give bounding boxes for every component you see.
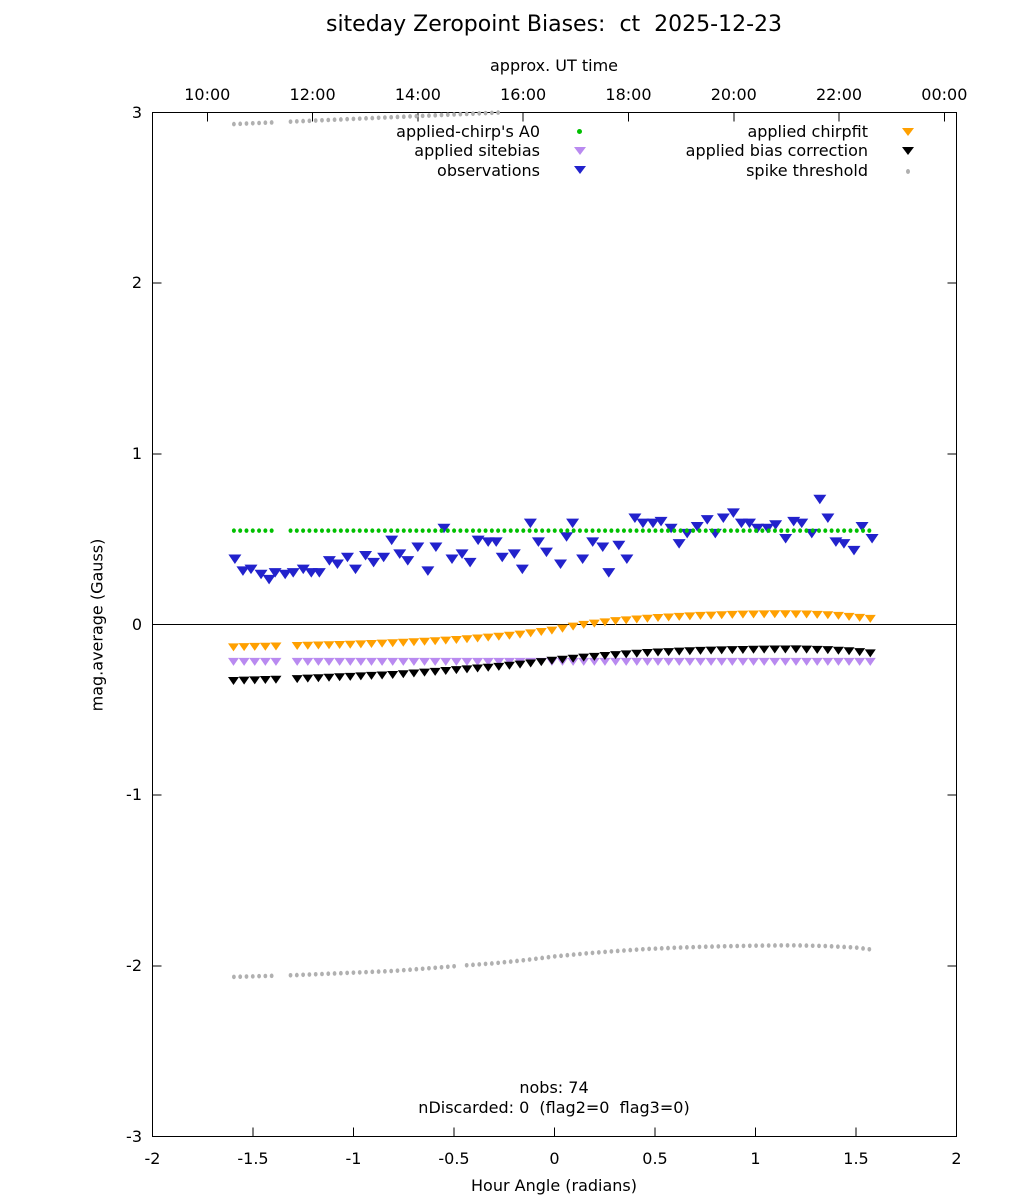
left-tick-label: -3 (126, 1126, 142, 1146)
left-tick-label: 1 (131, 443, 142, 463)
left-tick-label: -1 (126, 785, 142, 805)
legend-bias-correction-triangle-icon (902, 147, 914, 155)
top-tick-label: 10:00 (184, 85, 231, 104)
x-axis-label: Hour Angle (radians) (471, 1176, 637, 1195)
series-spike-threshold (232, 110, 872, 980)
left-axis-ticks (152, 112, 957, 1137)
legend-chirpfit-triangle-icon (902, 128, 914, 136)
bottom-tick-label: 1.5 (843, 1149, 869, 1168)
top-tick-label: 16:00 (500, 85, 547, 104)
bottom-tick-label: -2 (144, 1149, 161, 1168)
series-applied-chirp-a0 (231, 528, 872, 533)
left-tick-label: 2 (131, 273, 142, 293)
bottom-tick-label: 2 (951, 1149, 962, 1168)
top-axis-label: approx. UT time (490, 56, 618, 75)
legend-a0-dot-icon (577, 129, 582, 134)
ndiscarded-annotation: nDiscarded: 0 (flag2=0 flag3=0) (418, 1098, 690, 1117)
legend-label-observations: observations (437, 161, 540, 180)
series-applied-chirpfit (228, 610, 876, 652)
top-tick-label: 20:00 (710, 85, 757, 104)
legend-label-applied-bias-correction: applied bias correction (685, 141, 868, 160)
bottom-tick-label: 0.5 (642, 1149, 668, 1168)
bottom-tick-label: 0 (549, 1149, 560, 1168)
bottom-axis-ticks (152, 1127, 957, 1137)
legend-spike-threshold-dot-icon (906, 169, 910, 174)
legend-label-applied-chirp-a0: applied-chirp's A0 (396, 122, 540, 141)
series-applied-bias-correction (228, 645, 876, 685)
legend-label-spike-threshold: spike threshold (746, 161, 868, 180)
bottom-tick-label: -1.5 (237, 1149, 269, 1168)
left-tick-label: 0 (131, 614, 142, 634)
left-tick-label: -2 (126, 955, 142, 975)
legend-sitebias-triangle-icon (574, 147, 586, 155)
top-tick-label: 12:00 (289, 85, 336, 104)
top-axis-ticks (206, 112, 945, 122)
bottom-tick-label: -1 (345, 1149, 362, 1168)
bottom-tick-label: 1 (750, 1149, 761, 1168)
top-tick-label: 22:00 (815, 85, 863, 104)
legend-label-applied-sitebias: applied sitebias (414, 141, 540, 160)
top-tick-label: 18:00 (605, 85, 652, 104)
top-tick-label: 00:00 (921, 85, 968, 104)
left-tick-label: 3 (131, 102, 142, 122)
nobs-annotation: nobs: 74 (519, 1078, 589, 1097)
series-observations (228, 494, 879, 585)
top-tick-label: 14:00 (394, 85, 441, 104)
series-applied-sitebias (228, 657, 876, 666)
legend-observations-triangle-icon (574, 166, 586, 174)
bottom-tick-label: -0.5 (438, 1149, 470, 1168)
legend-label-applied-chirpfit: applied chirpfit (747, 122, 868, 141)
chart-title: siteday Zeropoint Biases: ct 2025-12-23 (325, 12, 783, 37)
